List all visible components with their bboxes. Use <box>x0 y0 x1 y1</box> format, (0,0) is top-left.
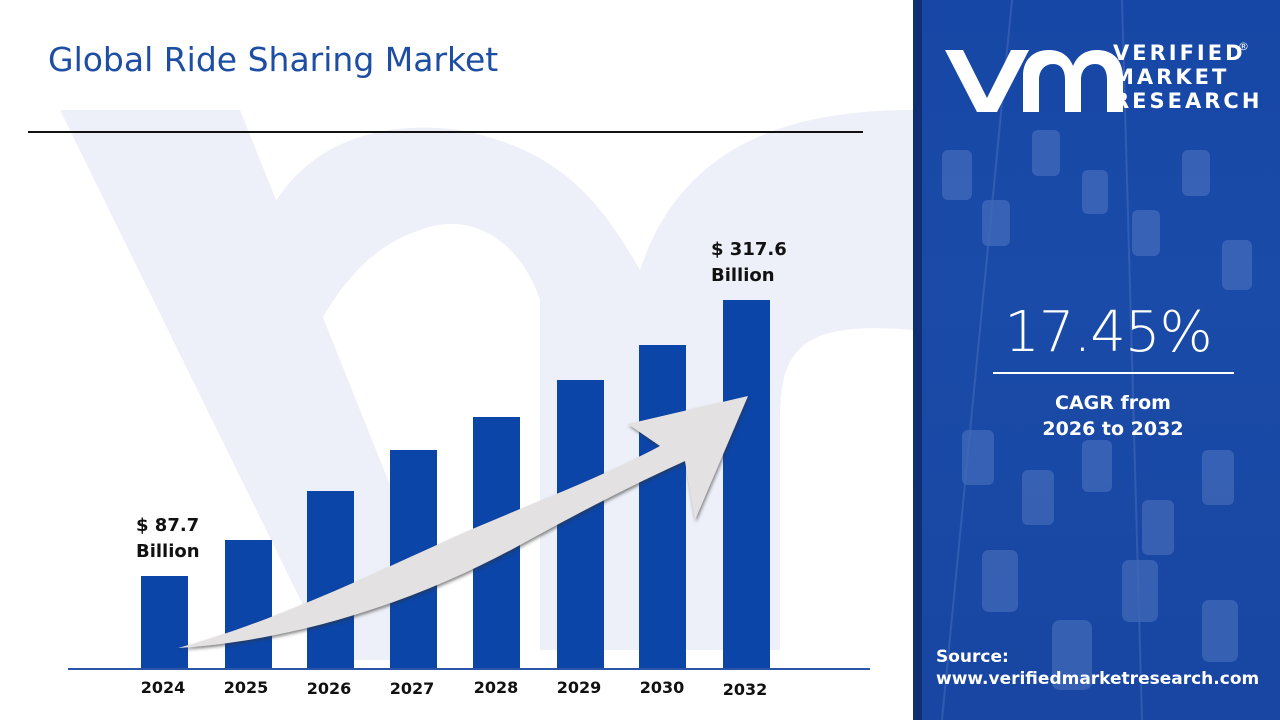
source-credit: Source: www.verifiedmarketresearch.com <box>936 646 1259 690</box>
x-tick-label: 2026 <box>306 679 352 698</box>
value-label-unit: Billion <box>711 265 775 286</box>
cagr-label: CAGR from 2026 to 2032 <box>983 390 1243 442</box>
growth-arrow-icon <box>178 396 748 648</box>
source-label: Source: <box>936 647 1009 667</box>
page-title: Global Ride Sharing Market <box>48 40 499 79</box>
bar-2030 <box>639 345 686 669</box>
x-tick-label: 2028 <box>473 678 519 697</box>
bar-2027 <box>390 450 437 669</box>
value-label-unit: Billion <box>136 541 200 562</box>
x-tick-label: 2032 <box>722 680 768 699</box>
bar-2028 <box>473 417 520 669</box>
cagr-divider <box>993 372 1234 374</box>
source-url: www.verifiedmarketresearch.com <box>936 669 1260 689</box>
bar-chart: $ 87.7 Billion $ 317.6 Billion 2024 2025… <box>68 237 870 699</box>
x-tick-label: 2027 <box>389 679 435 698</box>
bar-2026 <box>307 491 354 669</box>
brand-line-3: RESEARCH <box>1113 89 1263 113</box>
bar-2032 <box>723 300 770 669</box>
value-label-amount: $ 87.7 <box>136 515 200 536</box>
cagr-value: 17.45% <box>1004 300 1213 365</box>
x-tick-label: 2024 <box>140 678 186 697</box>
x-tick-label: 2025 <box>223 678 269 697</box>
bar-2025 <box>225 540 272 669</box>
cagr-label-line-1: CAGR from <box>1055 392 1171 414</box>
x-tick-label: 2029 <box>556 678 602 697</box>
vmr-logo-icon <box>945 50 1123 112</box>
brand-line-1: VERIFIED <box>1113 41 1246 65</box>
brand-name: VERIFIED MARKET RESEARCH <box>1113 41 1262 113</box>
brand-line-2: MARKET <box>1113 65 1230 89</box>
bar-2029 <box>557 380 604 669</box>
x-axis <box>68 668 870 670</box>
chart-panel: Global Ride Sharing Market $ 87.7 Billio… <box>28 40 913 699</box>
traffic-background-image <box>941 0 1252 720</box>
cagr-label-line-2: 2026 to 2032 <box>1042 418 1184 440</box>
title-divider <box>28 131 863 133</box>
value-label-2032: $ 317.6 Billion <box>711 237 787 289</box>
value-label-2024: $ 87.7 Billion <box>136 513 200 565</box>
bar-2024 <box>141 576 188 669</box>
summary-panel: VERIFIED MARKET RESEARCH ® 17.45% CAGR f… <box>913 0 1280 720</box>
x-tick-label: 2030 <box>639 678 685 697</box>
registered-mark: ® <box>1238 40 1249 53</box>
value-label-amount: $ 317.6 <box>711 239 787 260</box>
panel-edge <box>913 0 922 720</box>
